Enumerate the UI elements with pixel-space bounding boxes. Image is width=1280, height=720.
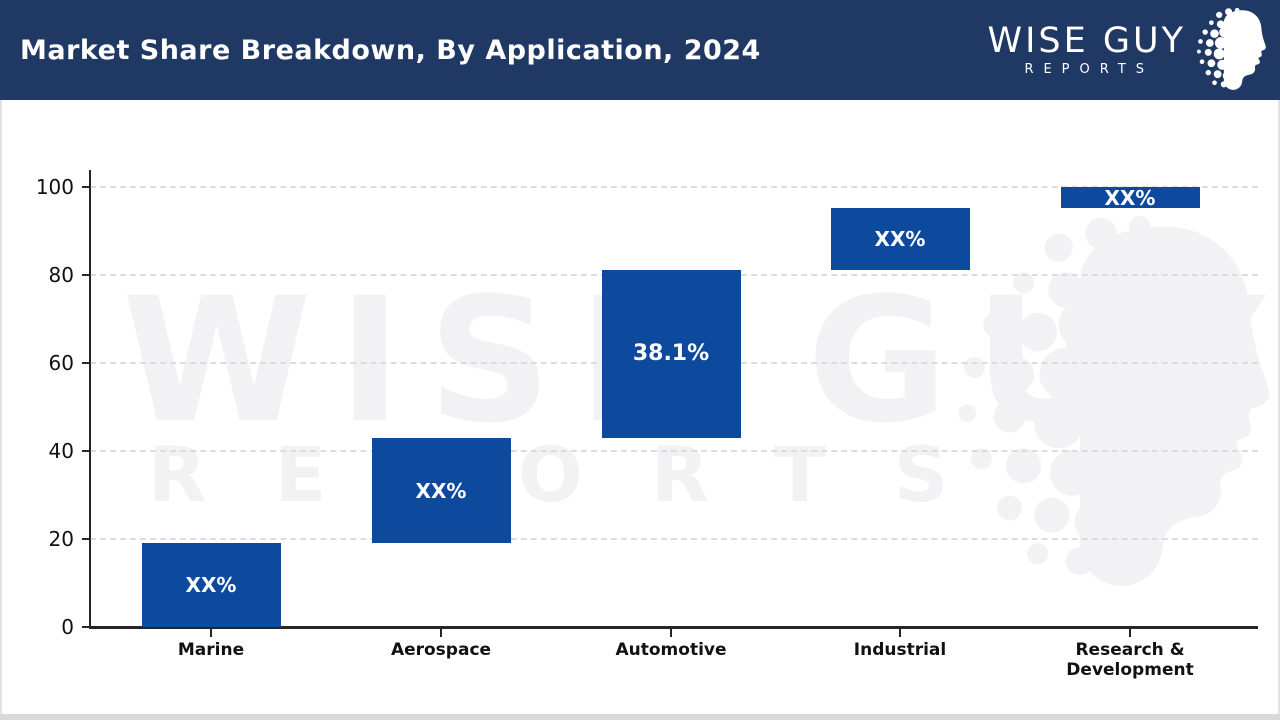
bar-value-label: XX%: [415, 478, 467, 503]
bar-value-label: XX%: [874, 227, 926, 252]
brand-name: WISE GUY: [987, 20, 1186, 61]
x-axis-spine: [90, 626, 1258, 629]
gridline-y-40: [90, 450, 1258, 452]
watermark-face-icon: [918, 208, 1270, 604]
header-bar: Market Share Breakdown, By Application, …: [0, 0, 1280, 100]
x-axis-label: Industrial: [853, 640, 947, 660]
y-tick-label: 60: [48, 351, 74, 375]
brand-logo: WISE GUY REPORTS: [987, 6, 1266, 94]
y-tick-label: 40: [48, 439, 74, 463]
page-title: Market Share Breakdown, By Application, …: [20, 34, 761, 66]
bar-marine[interactable]: XX%: [141, 543, 281, 627]
x-tick-mark: [670, 629, 672, 637]
x-tick-mark: [1129, 629, 1131, 637]
brand-face-icon: [1188, 6, 1266, 94]
y-tick-mark: [82, 450, 90, 452]
bottom-strip: [0, 714, 1280, 720]
bar-value-label: XX%: [1104, 185, 1156, 210]
x-axis-label: Automotive: [615, 640, 727, 660]
watermark-text-secondary: REPORTS: [148, 430, 1017, 519]
y-tick-label: 80: [48, 263, 74, 287]
left-edge-line: [0, 100, 2, 714]
y-tick-mark: [82, 186, 90, 188]
y-axis-spine: [89, 170, 91, 629]
y-tick-mark: [82, 274, 90, 276]
y-tick-mark: [82, 538, 90, 540]
bar-industrial[interactable]: XX%: [830, 208, 970, 271]
y-tick-mark: [82, 626, 90, 628]
brand-subname: REPORTS: [1024, 61, 1155, 77]
right-edge-line: [1278, 100, 1280, 714]
y-tick-label: 0: [61, 615, 74, 639]
chart-canvas: WISE GUY REPORTS 020406080100XX%MarineXX…: [0, 100, 1280, 714]
bar-research-development[interactable]: XX%: [1060, 185, 1200, 210]
x-axis-label: Research & Development: [1066, 640, 1194, 681]
bar-automotive[interactable]: 38.1%: [601, 270, 741, 438]
bar-value-label: 38.1%: [632, 341, 710, 367]
brand-logo-text: WISE GUY REPORTS: [987, 20, 1186, 77]
bar-value-label: XX%: [185, 573, 237, 598]
x-tick-mark: [210, 629, 212, 637]
x-tick-mark: [440, 629, 442, 637]
y-tick-label: 100: [35, 175, 74, 199]
x-tick-mark: [899, 629, 901, 637]
x-axis-label: Aerospace: [390, 640, 492, 660]
x-axis-label: Marine: [177, 640, 245, 660]
bar-aerospace[interactable]: XX%: [371, 437, 511, 544]
gridline-y-20: [90, 538, 1258, 540]
y-tick-mark: [82, 362, 90, 364]
gridline-y-100: [90, 186, 1258, 188]
y-tick-label: 20: [48, 527, 74, 551]
